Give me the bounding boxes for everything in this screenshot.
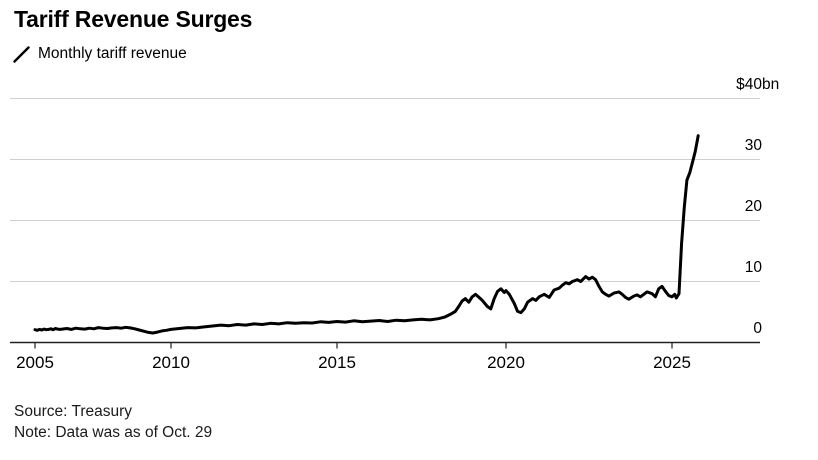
y-axis-label: $40 bn <box>736 75 780 93</box>
x-axis-label: 2010 <box>152 353 190 372</box>
x-axis-label: 2015 <box>318 353 356 372</box>
revenue-line-series <box>33 134 700 335</box>
y-axis-label: 0 <box>753 319 762 337</box>
y-axis-label: 30 <box>744 136 762 154</box>
source-text: Source: Treasury <box>14 403 133 420</box>
note-text: Note: Data was as of Oct. 29 <box>14 424 213 441</box>
y-axis-label: 20 <box>744 197 762 215</box>
legend: Monthly tariff revenue <box>13 45 187 63</box>
x-axis-label: 2020 <box>487 353 525 372</box>
line-series-slash-icon <box>13 45 30 63</box>
y-axis-label: 10 <box>744 258 762 276</box>
chart-title: Tariff Revenue Surges <box>14 6 253 32</box>
y-axis-unit-suffix: bn <box>762 75 780 93</box>
legend-label: Monthly tariff revenue <box>38 45 187 62</box>
x-axis-label: 2025 <box>653 353 691 372</box>
x-axis-label: 2005 <box>16 353 54 372</box>
source-note-block: Source: Treasury Note: Data was as of Oc… <box>14 401 212 443</box>
